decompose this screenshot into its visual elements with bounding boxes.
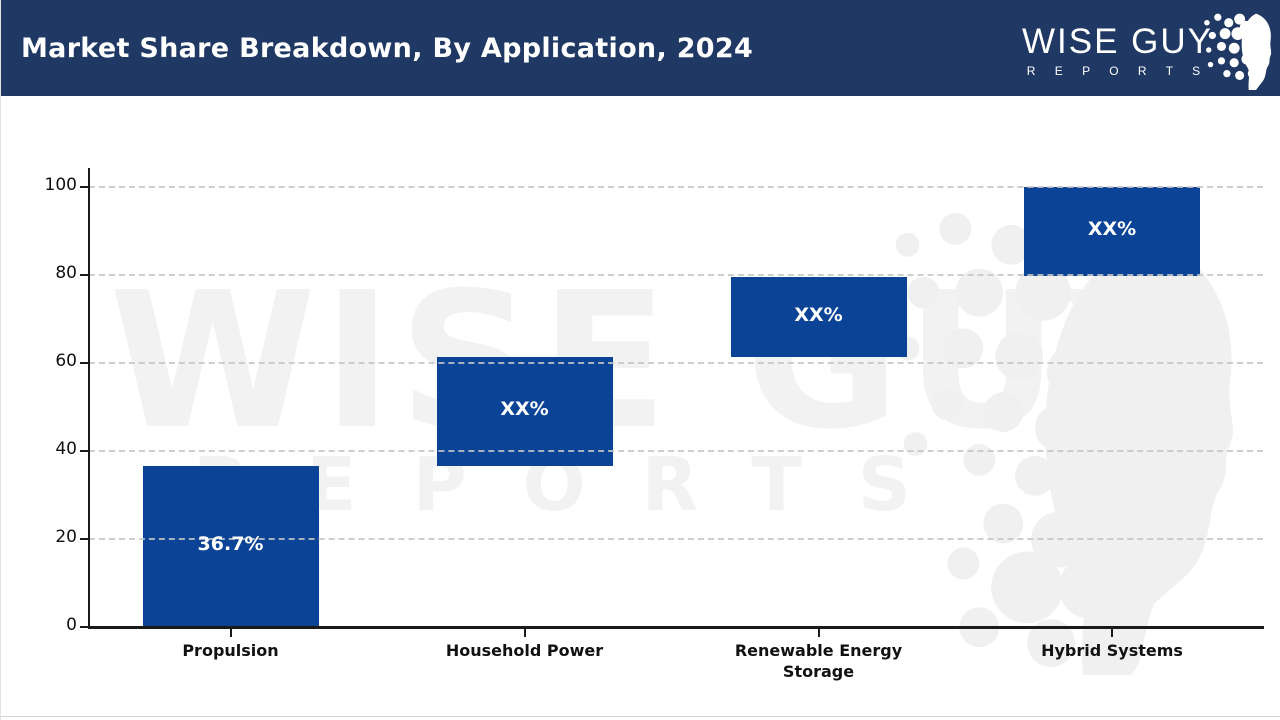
x-tick-mark [523,629,526,637]
bottom-divider [1,716,1280,717]
gridline [89,186,1263,188]
bar-segment [730,277,907,358]
bar-value-label: 36.7% [197,533,264,556]
bar-value-label: XX% [1087,218,1137,241]
x-category-label: Propulsion [182,641,279,660]
y-axis-line [88,168,90,628]
brand-logo-text: WISE GUY R E P O R T S [1022,24,1213,77]
y-tick-label: 100 [44,175,77,195]
x-tick-mark [229,629,232,637]
x-category-label: Renewable Energy Storage [734,641,903,681]
bar-segment [436,357,613,466]
header-banner: Market Share Breakdown, By Application, … [1,0,1280,96]
x-axis-line [88,626,1264,629]
gridline [89,450,1263,452]
bar-value-label: XX% [500,398,549,421]
bar-segment [142,465,319,627]
y-tick-label: 0 [66,615,77,635]
y-tick-mark [80,626,89,628]
x-category-label: Household Power [445,641,604,660]
page-title: Market Share Breakdown, By Application, … [21,32,754,64]
gridline [89,362,1263,364]
x-tick-mark [817,629,820,637]
y-tick-label: 40 [55,439,77,459]
brand-logo-face-icon [1204,13,1272,90]
x-category-label: Hybrid Systems [1041,641,1183,660]
bar-segment [1024,187,1200,276]
y-tick-mark [80,450,89,452]
brand-logo-reports: R E P O R T S [1026,63,1209,78]
gridline [89,538,1263,540]
gridline [89,274,1263,276]
y-tick-mark [80,538,89,540]
brand-logo: WISE GUY R E P O R T S [1022,10,1273,90]
y-tick-mark [80,274,89,276]
x-tick-mark [1111,629,1113,637]
y-tick-label: 80 [55,263,77,283]
brand-logo-wiseguy: WISE GUY [1021,21,1213,61]
y-tick-mark [80,362,89,364]
y-tick-label: 60 [55,351,77,371]
y-tick-mark [80,186,89,188]
y-tick-label: 20 [55,527,77,547]
bar-value-label: XX% [794,304,843,327]
